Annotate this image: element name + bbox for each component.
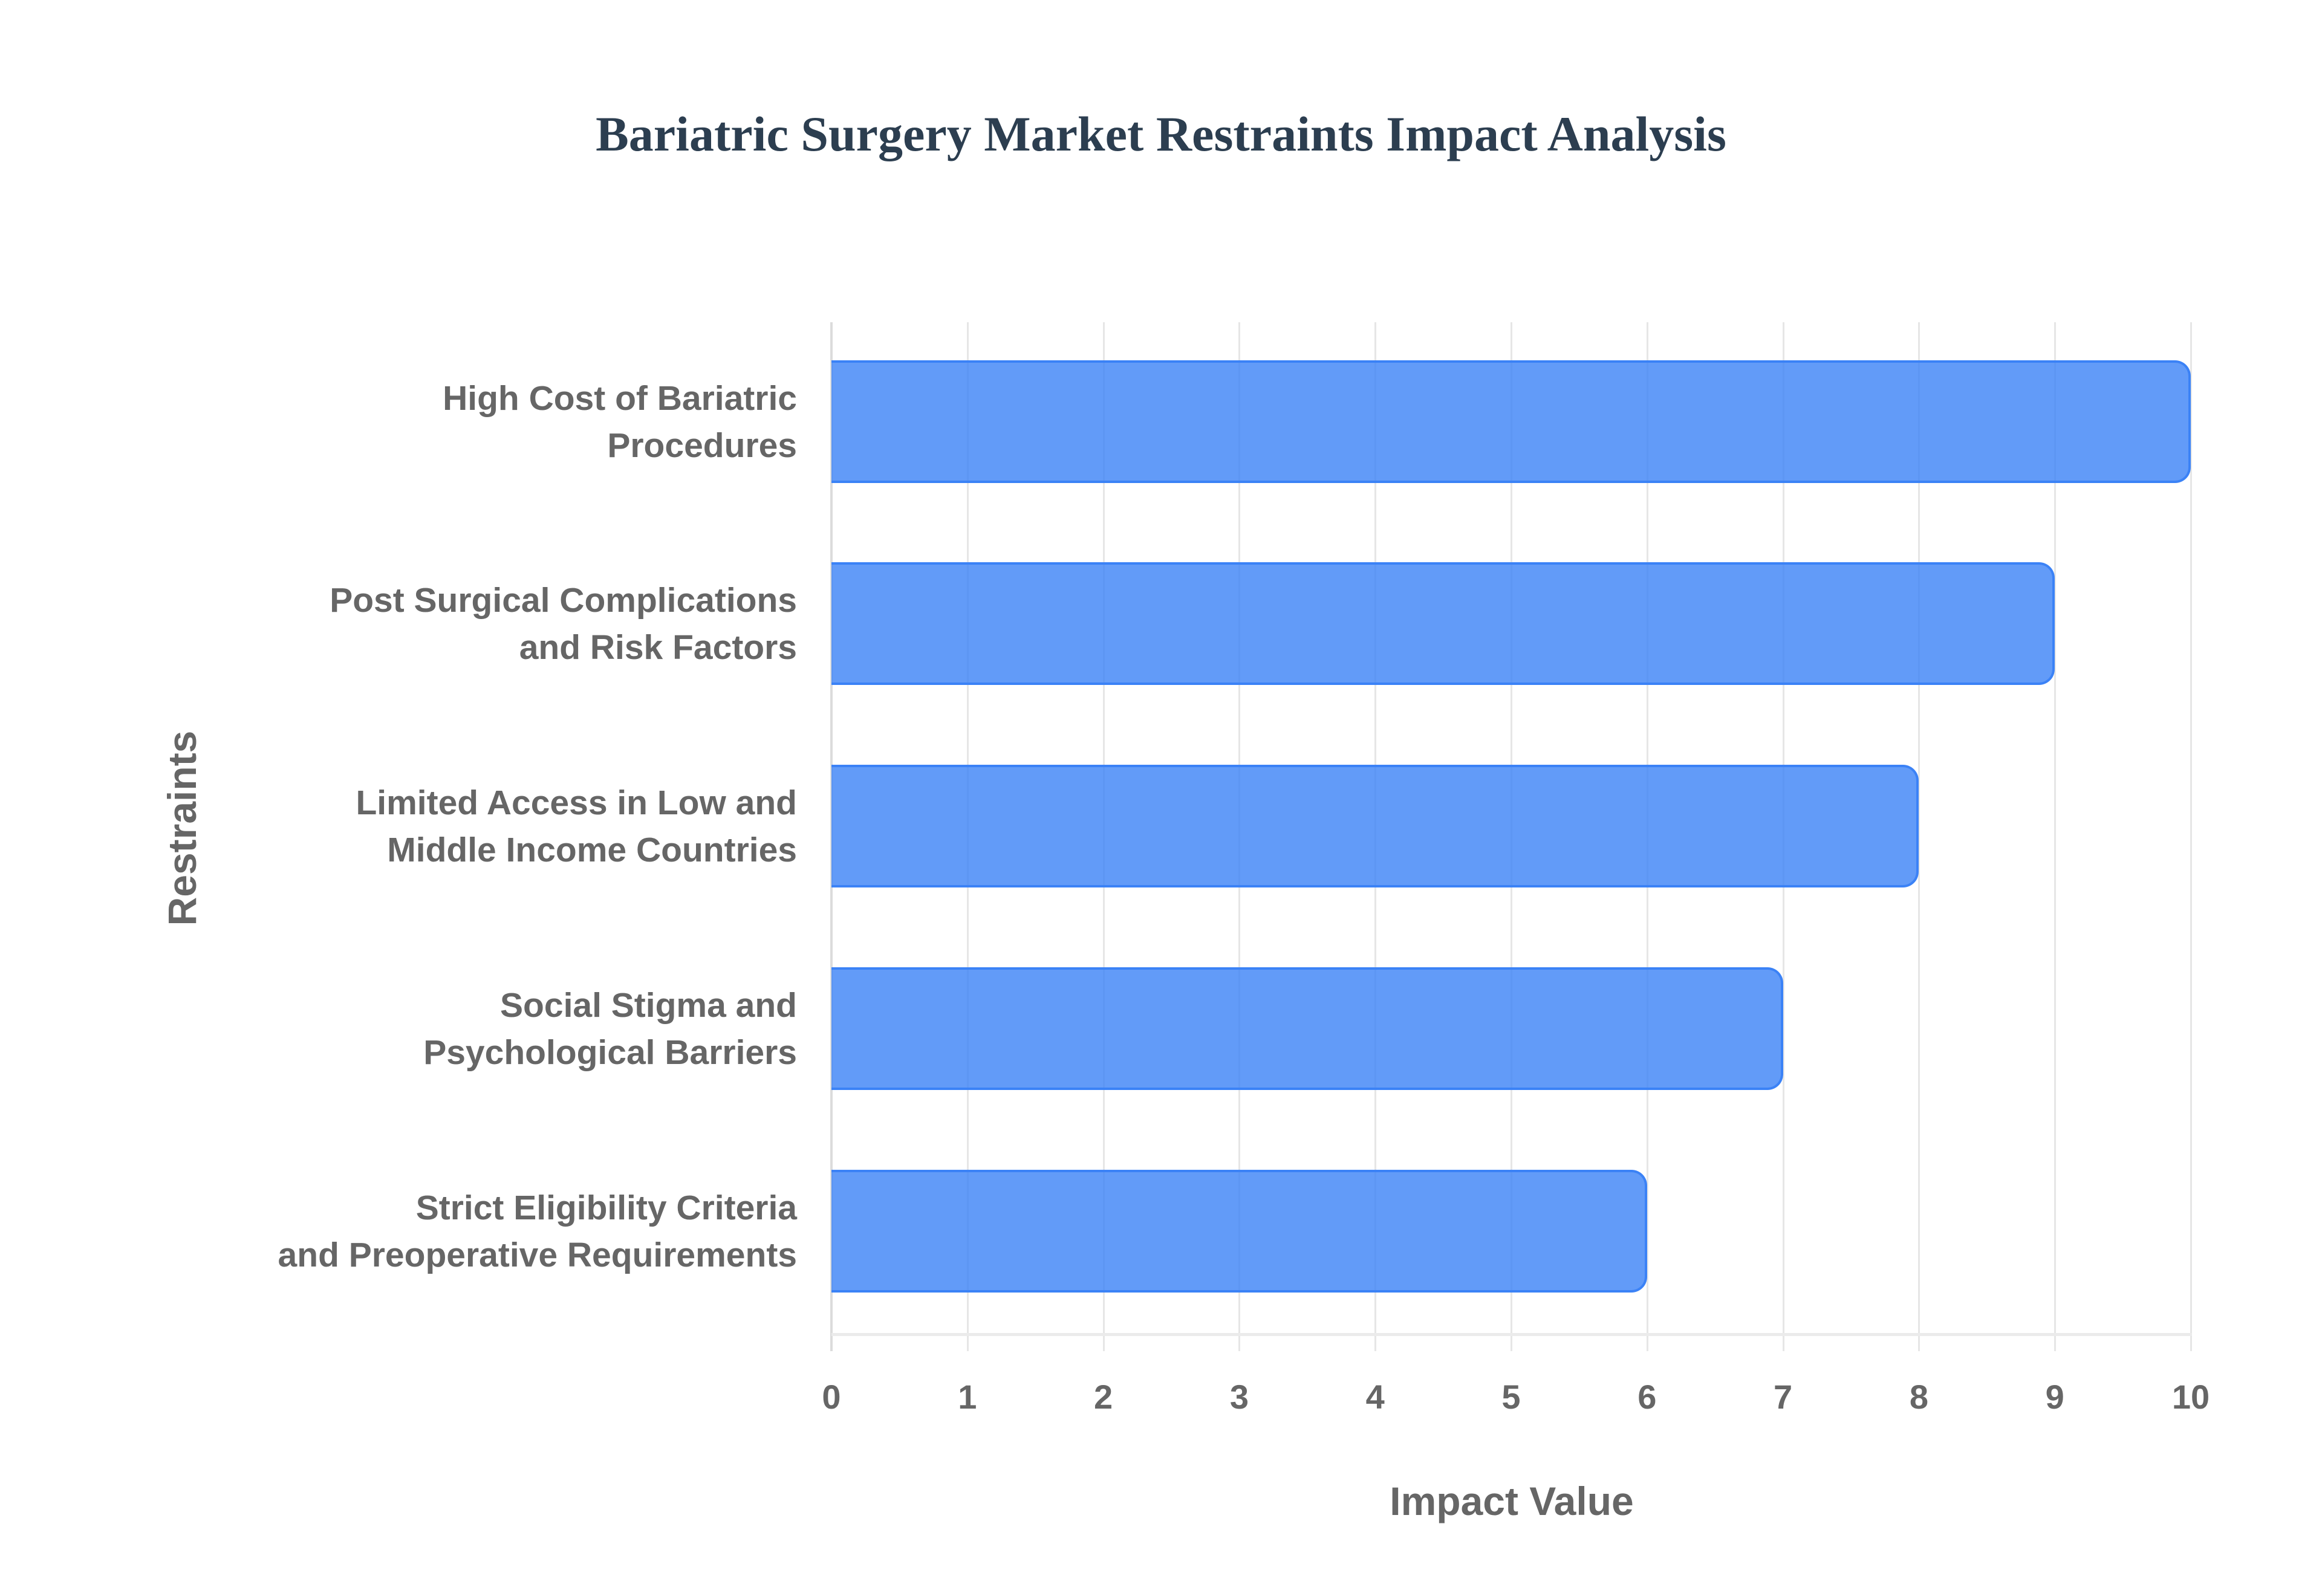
- x-tick-label: 2: [1094, 1378, 1113, 1416]
- bar[interactable]: [831, 967, 1783, 1090]
- bar[interactable]: [831, 562, 2055, 685]
- chart-title: Bariatric Surgery Market Restraints Impa…: [596, 106, 1726, 161]
- gridline: [1918, 322, 1920, 1351]
- y-category-label: Social Stigma and Psychological Barriers: [132, 967, 797, 1090]
- category-label-line: High Cost of Bariatric: [443, 378, 797, 418]
- y-category-label: High Cost of Bariatric Procedures: [132, 360, 797, 483]
- category-label-line: and Risk Factors: [519, 628, 797, 667]
- x-axis-line: [831, 1333, 2192, 1336]
- category-label-line: Post Surgical Complications: [330, 580, 797, 620]
- gridline: [2190, 322, 2192, 1351]
- gridline: [2054, 322, 2057, 1351]
- x-tick-label: 3: [1229, 1378, 1249, 1416]
- x-tick-label: 5: [1501, 1378, 1521, 1416]
- x-tick-label: 7: [1774, 1378, 1793, 1416]
- category-label-line: Social Stigma and: [500, 985, 797, 1025]
- x-axis-title: Impact Value: [1390, 1479, 1634, 1523]
- x-tick-label: 4: [1365, 1378, 1385, 1416]
- bar[interactable]: [831, 1170, 1647, 1293]
- category-label-line: Middle Income Countries: [387, 830, 797, 869]
- y-category-label: Post Surgical Complications and Risk Fact…: [132, 562, 797, 685]
- y-category-label: Limited Access in Low and Middle Income C…: [132, 765, 797, 887]
- x-tick-label: 6: [1637, 1378, 1657, 1416]
- category-label-line: Psychological Barriers: [423, 1033, 797, 1072]
- plot-area: [830, 322, 2192, 1351]
- category-label-line: Procedures: [607, 426, 797, 465]
- x-tick-label: 8: [1909, 1378, 1928, 1416]
- x-tick-label: 10: [2171, 1378, 2210, 1416]
- category-label-line: Strict Eligibility Criteria: [415, 1188, 797, 1227]
- x-tick-label: 1: [958, 1378, 977, 1416]
- category-label-line: Limited Access in Low and: [356, 783, 797, 822]
- y-category-label: Strict Eligibility Criteria and Preoperat…: [132, 1170, 797, 1293]
- bar[interactable]: [831, 765, 1919, 887]
- bar[interactable]: [831, 360, 2191, 483]
- x-tick-label: 9: [2045, 1378, 2064, 1416]
- x-tick-label: 0: [822, 1378, 841, 1416]
- category-label-line: and Preoperative Requirements: [278, 1235, 797, 1274]
